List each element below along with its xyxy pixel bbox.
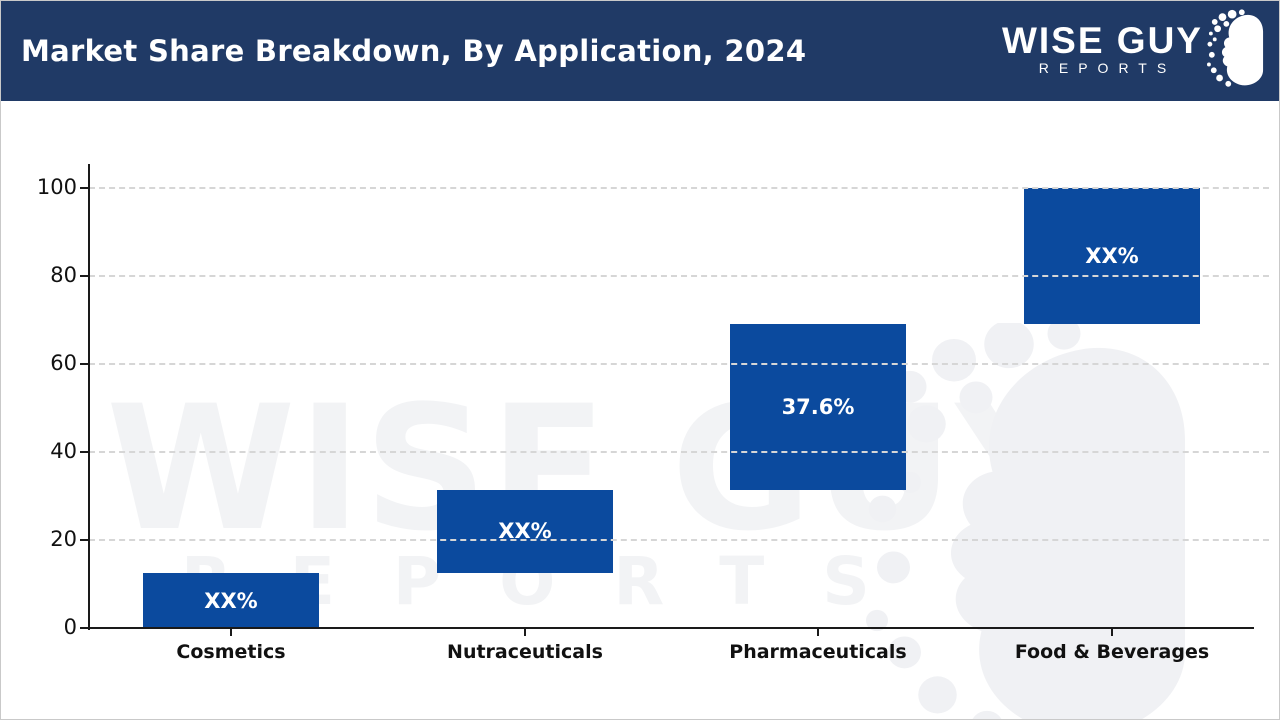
x-axis-label-cosmetics: Cosmetics <box>176 641 286 663</box>
bar-cosmetics <box>143 573 319 628</box>
y-tick-mark <box>80 275 89 277</box>
page-title: Market Share Breakdown, By Application, … <box>21 34 807 68</box>
y-tick-mark <box>80 627 89 629</box>
x-axis-label-pharmaceuticals: Pharmaceuticals <box>729 641 907 663</box>
y-tick-label: 20 <box>50 527 77 551</box>
y-tick-mark <box>80 539 89 541</box>
y-tick-label: 80 <box>50 263 77 287</box>
x-axis-label-nutraceuticals: Nutraceuticals <box>447 641 603 663</box>
plot-area: WISE GUY REPORTS XX% XX% 37.6% XX% 0 20 40 60 80… <box>1 101 1279 719</box>
bar-value-label: 37.6% <box>781 395 855 420</box>
brand-subtitle: REPORTS <box>1038 60 1177 76</box>
x-tick-mark <box>230 629 232 636</box>
y-tick-label: 60 <box>50 351 77 375</box>
bar-value-label: XX% <box>498 519 552 544</box>
x-tick-mark <box>1111 629 1113 636</box>
brand-logo: WISE GUY REPORTS <box>1002 9 1265 89</box>
y-tick-mark <box>80 187 89 189</box>
header-bar: Market Share Breakdown, By Application, … <box>1 1 1279 101</box>
gridline-40 <box>89 451 1269 453</box>
brand-name: WISE GUY <box>1001 20 1203 61</box>
x-axis-label-food-beverages: Food & Beverages <box>1014 641 1210 663</box>
y-tick-label: 0 <box>63 615 77 639</box>
gridline-80 <box>89 275 1269 277</box>
x-tick-mark <box>817 629 819 636</box>
bar-value-label: XX% <box>1085 244 1139 269</box>
y-axis-line <box>88 164 90 630</box>
bar-food-beverages <box>1024 188 1200 325</box>
gridline-60 <box>89 363 1269 365</box>
y-tick-mark <box>80 363 89 365</box>
y-tick-mark <box>80 451 89 453</box>
wiseguy-face-icon <box>1207 9 1264 87</box>
bar-nutraceuticals <box>437 489 613 573</box>
x-axis-line <box>88 627 1254 629</box>
bar-pharmaceuticals <box>730 324 906 490</box>
gridline-100 <box>89 187 1269 189</box>
brand-logo-text: WISE GUY REPORTS <box>1002 22 1203 76</box>
x-tick-mark <box>524 629 526 636</box>
bar-value-label: XX% <box>204 588 258 613</box>
y-tick-label: 100 <box>36 175 77 199</box>
watermark-face-icon <box>866 323 1185 719</box>
gridline-20 <box>89 539 1269 541</box>
y-tick-label: 40 <box>50 439 77 463</box>
